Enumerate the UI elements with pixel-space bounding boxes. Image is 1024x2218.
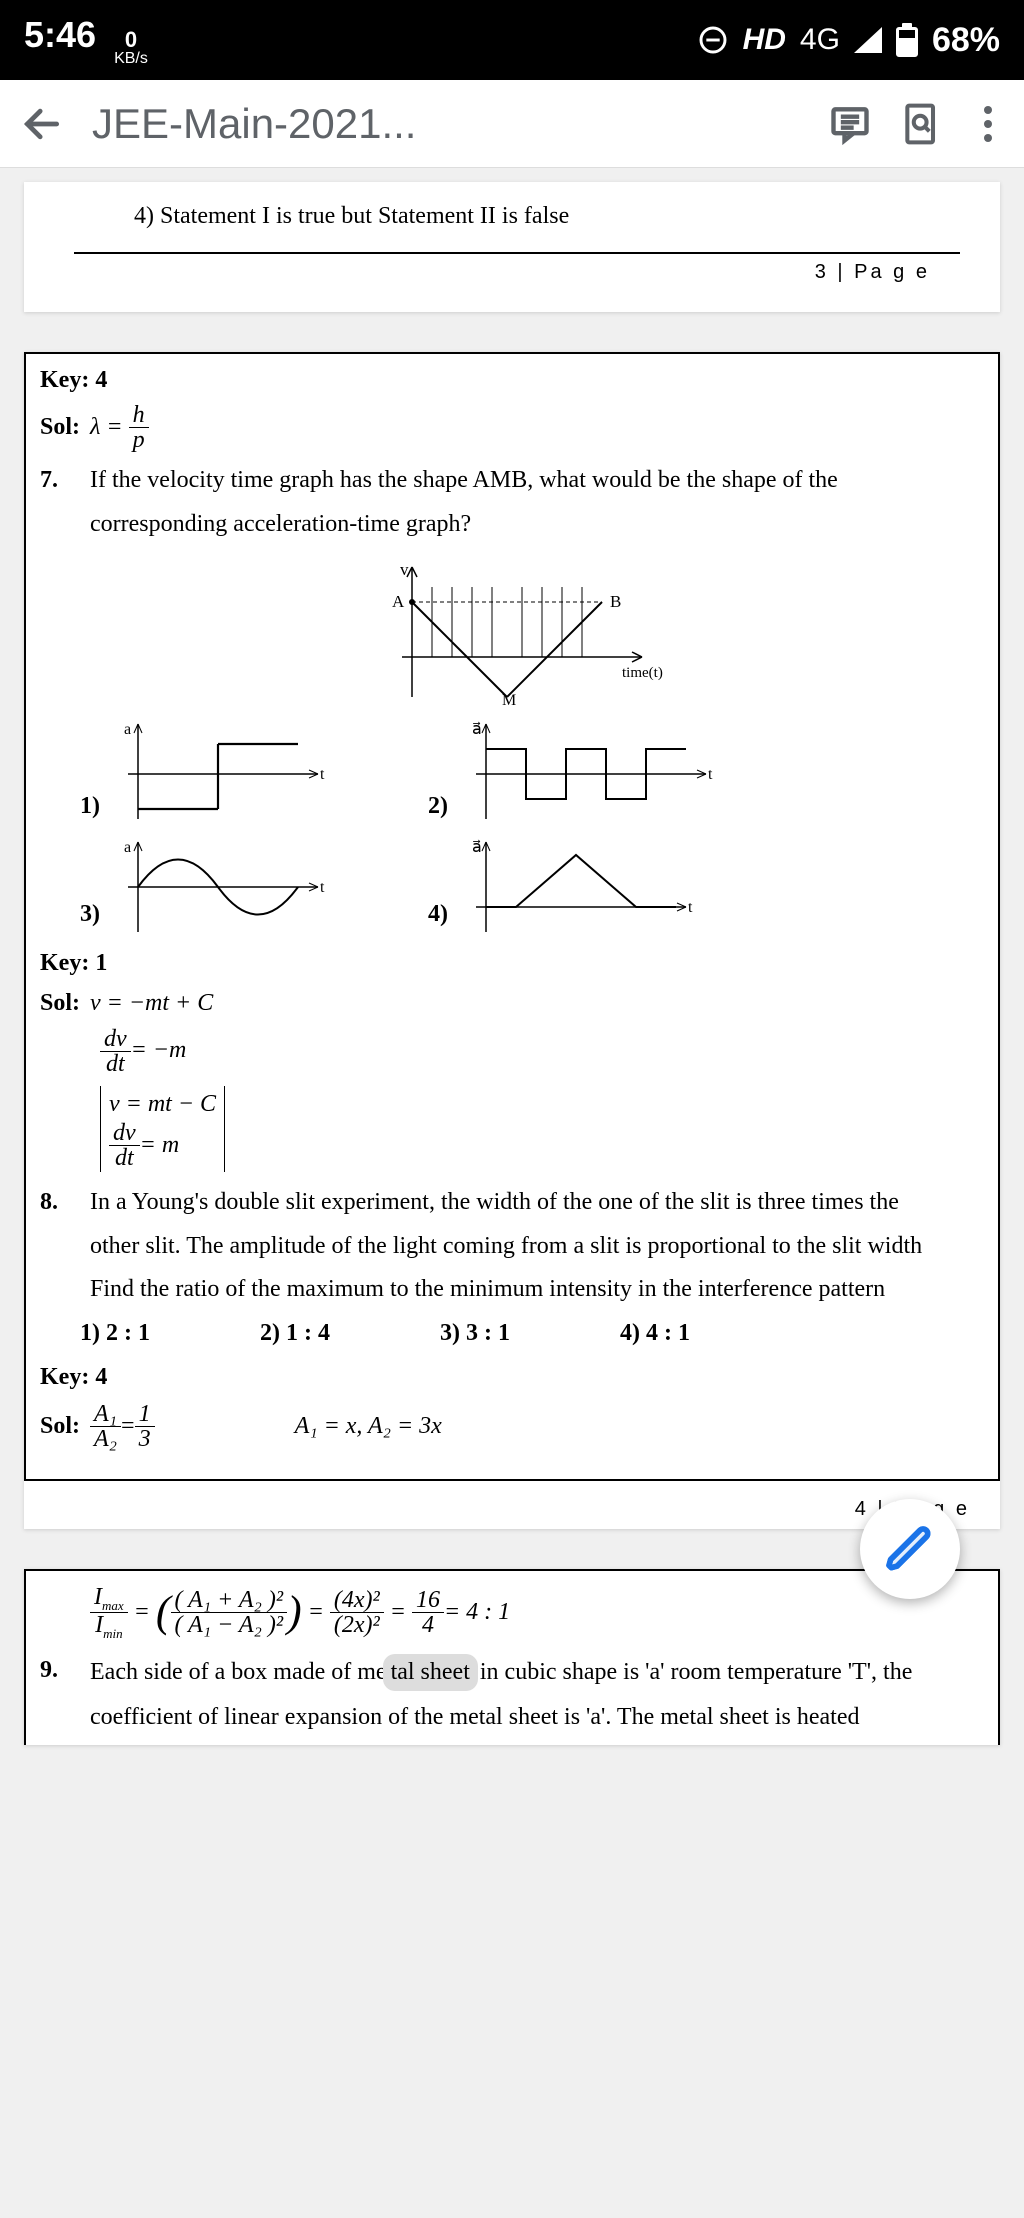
battery-percent: 68% [932, 21, 1000, 60]
document-viewport[interactable]: 4) Statement I is true but Statement II … [0, 168, 1024, 1745]
edit-fab[interactable] [860, 1499, 960, 1599]
sol8: Sol: A₁ A₂ = 1 3 A₁ = x, A₂ = 3x [40, 1394, 984, 1459]
svg-text:v: v [400, 560, 409, 579]
q7-opt-2: 2) a⃗ t [428, 719, 716, 829]
doc-page-4: Key: 4 Sol: λ = h p 7. If the velocity t… [24, 352, 1000, 1530]
q-option-4: 4) Statement I is true but Statement II … [74, 194, 960, 248]
key-4b: Key: 4 [40, 1361, 984, 1395]
search-page-icon[interactable] [900, 102, 944, 146]
status-network: 4G [800, 23, 840, 57]
svg-text:B: B [610, 592, 621, 611]
back-icon[interactable] [20, 102, 64, 146]
status-bar: 5:46 0 KB/s HD 4G 68% [0, 0, 1024, 80]
q8-options: 1) 2 : 1 2) 1 : 4 3) 3 : 1 4) 4 : 1 [40, 1307, 984, 1361]
q7-main-graph: v time(t) [40, 547, 984, 715]
svg-text:A: A [392, 592, 405, 611]
status-hd: HD [743, 23, 786, 57]
status-right: HD 4G 68% [697, 21, 1000, 60]
app-title: JEE-Main-2021... [92, 100, 800, 148]
svg-text:t: t [688, 899, 693, 916]
svg-text:a: a [124, 839, 131, 856]
sol7-line3: v = mt − C dv dt = m [40, 1076, 984, 1173]
more-icon[interactable] [972, 106, 1004, 142]
status-data-rate: 0 KB/s [114, 29, 148, 67]
signal-icon [854, 27, 882, 53]
svg-text:a: a [124, 721, 131, 738]
q7-opt-1: 1) a t [80, 719, 328, 829]
sol-imax-imin: Imax Imin = ( ( A₁ + A₂ )² ( A₁ − A₂ )² … [40, 1585, 984, 1640]
q7: 7. If the velocity time graph has the sh… [40, 458, 984, 547]
pencil-icon [882, 1521, 938, 1577]
status-time: 5:46 [24, 14, 96, 56]
svg-text:t: t [708, 766, 713, 783]
sol7-line2: dv dt = −m [40, 1027, 984, 1076]
svg-text:t: t [320, 766, 325, 783]
sol-lambda: Sol: λ = h p [40, 397, 984, 458]
svg-text:a⃗: a⃗ [472, 839, 482, 856]
key-1: Key: 1 [40, 941, 984, 981]
doc-page-3-tail: 4) Statement I is true but Statement II … [24, 182, 1000, 312]
doc-page-5-head: Imax Imin = ( ( A₁ + A₂ )² ( A₁ − A₂ )² … [24, 1569, 1000, 1745]
svg-text:M: M [502, 692, 516, 707]
status-left: 5:46 0 KB/s [24, 14, 148, 67]
svg-text:t: t [320, 879, 325, 896]
q9: 9. Each side of a box made of metal shee… [40, 1640, 984, 1735]
svg-text:time(t): time(t) [622, 665, 663, 681]
sol7-line1: Sol: v = −mt + C [40, 981, 984, 1027]
q7-options-row1: 1) a t 2) [40, 715, 984, 833]
comment-icon[interactable] [828, 102, 872, 146]
q7-opt-4: 4) a⃗ t [428, 837, 696, 937]
do-not-disturb-icon [697, 24, 729, 56]
q8: 8. In a Young's double slit experiment, … [40, 1172, 984, 1307]
page-number-3: 3 | Pa g e [74, 258, 960, 292]
svg-text:a⃗: a⃗ [472, 721, 482, 738]
app-bar: JEE-Main-2021... [0, 80, 1024, 168]
key-4: Key: 4 [40, 364, 984, 398]
text-selection[interactable]: tal sheet [383, 1654, 478, 1692]
q7-opt-3: 3) a t [80, 837, 328, 937]
page-number-4: 4 | Pa g e [24, 1481, 1000, 1529]
q7-options-row2: 3) a t 4) a⃗ [40, 833, 984, 941]
battery-icon [896, 23, 918, 57]
